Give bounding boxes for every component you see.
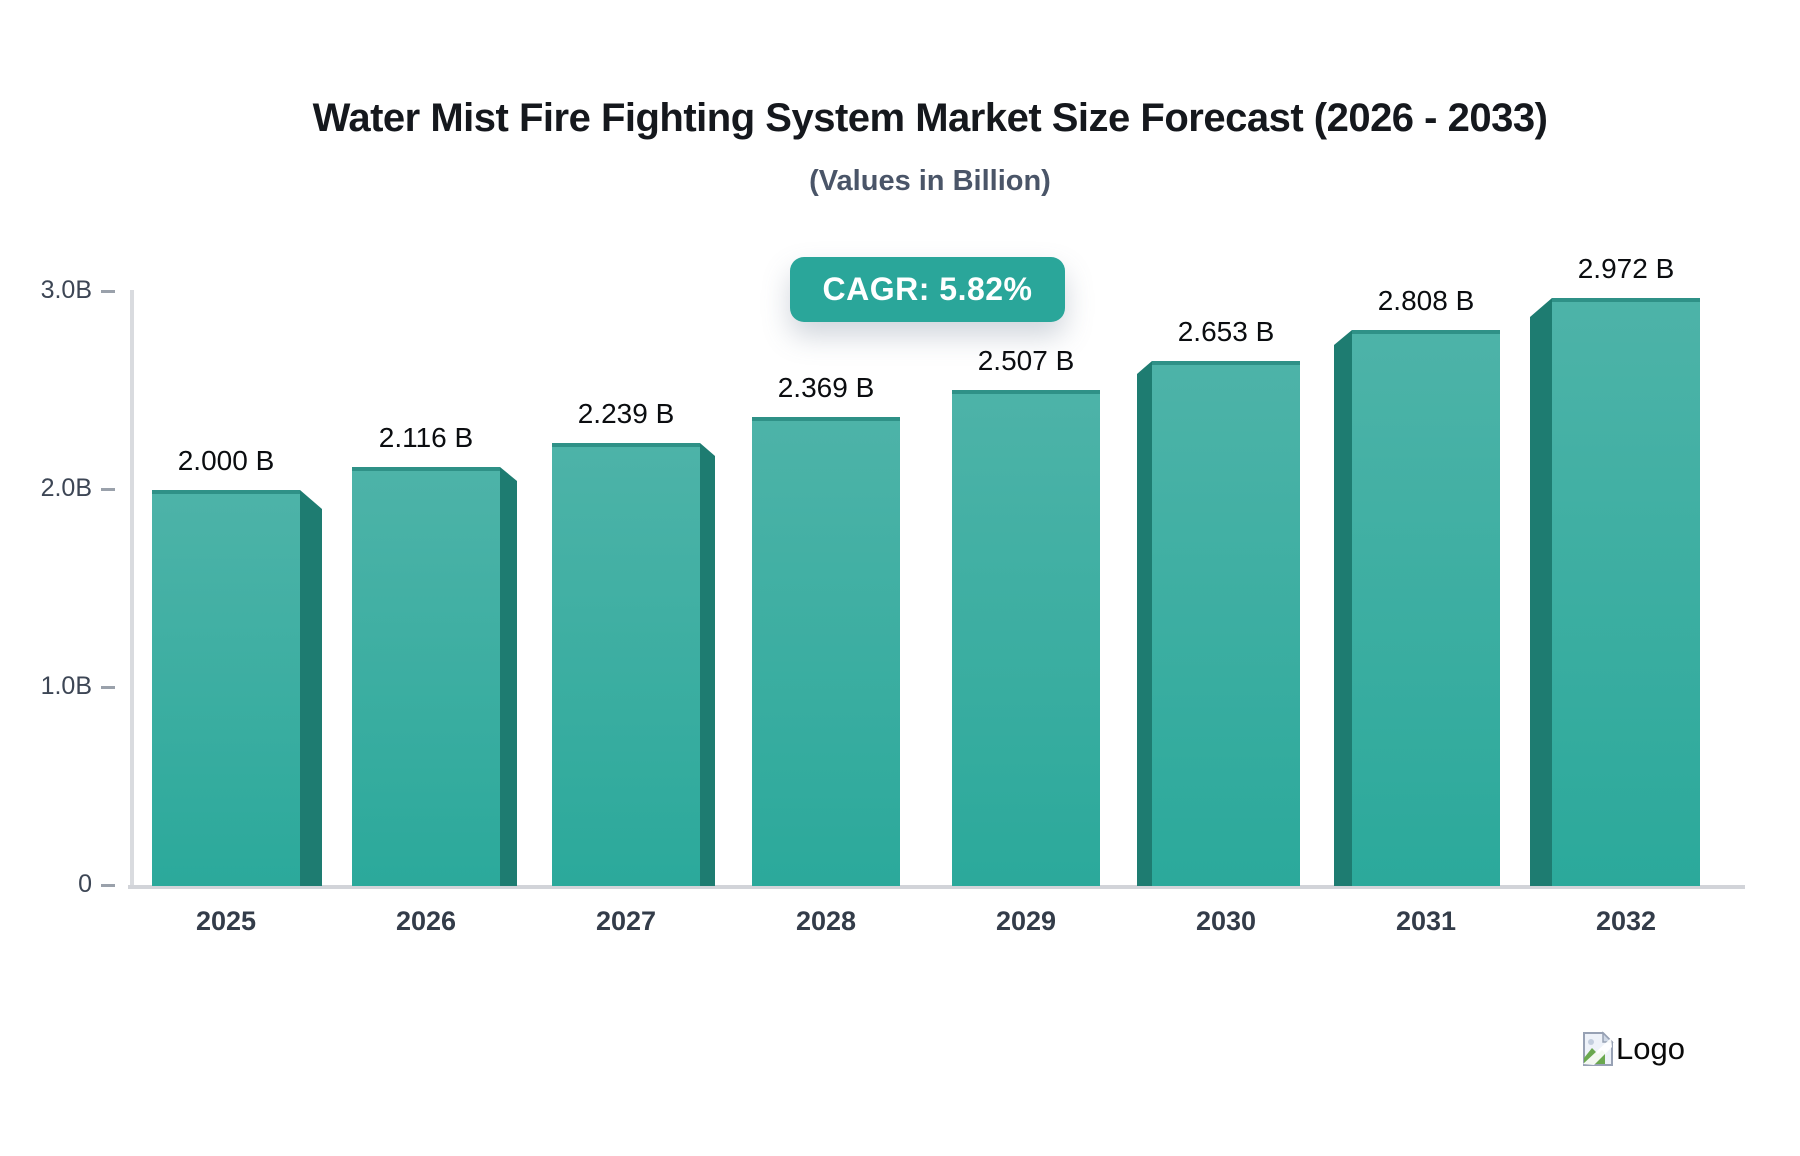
- x-axis-label: 2030: [1195, 906, 1257, 936]
- cagr-badge: CAGR: 5.82%: [790, 257, 1065, 322]
- bar-face: [1552, 298, 1700, 886]
- broken-image-icon: [1583, 1031, 1614, 1066]
- y-tick-mark: [101, 686, 115, 689]
- y-tick-mark: [101, 884, 115, 887]
- chart-title: Water Mist Fire Fighting System Market S…: [312, 96, 1548, 140]
- x-axis-label: 2029: [995, 906, 1057, 936]
- bar-2025: [152, 490, 322, 886]
- x-axis-label: 2031: [1395, 906, 1457, 936]
- bar-face: [152, 490, 300, 886]
- bar-2032: [1530, 298, 1700, 886]
- bar-value-label: 2.369 B: [777, 372, 875, 403]
- bar-3d-side: [1137, 361, 1152, 886]
- y-tick-label: 1.0B: [40, 672, 92, 700]
- x-axis-label: 2027: [595, 906, 657, 936]
- bar-value-label: 2.116 B: [378, 422, 474, 453]
- bar-value-label: 2.808 B: [1377, 285, 1475, 316]
- bar-face: [552, 443, 700, 886]
- bar-value-label: 2.972 B: [1577, 253, 1675, 284]
- bar-face: [952, 390, 1100, 886]
- bar-3d-side: [700, 443, 715, 886]
- y-tick-mark: [101, 488, 115, 491]
- chart-subtitle: (Values in Billion): [809, 165, 1051, 197]
- bar-value-label: 2.653 B: [1177, 316, 1275, 347]
- bar-3d-side: [1530, 298, 1552, 886]
- y-axis-line: [130, 290, 134, 889]
- bar-2028: [752, 417, 900, 886]
- bar-3d-side: [1334, 330, 1352, 886]
- bar-2026: [352, 467, 517, 886]
- bar-face: [752, 417, 900, 886]
- bar-2030: [1137, 361, 1300, 886]
- bar-3d-side: [500, 467, 517, 886]
- x-axis-line: [128, 885, 1745, 889]
- y-tick-label: 0: [78, 870, 92, 898]
- y-tick-label: 3.0B: [40, 276, 92, 304]
- bar-face: [1152, 361, 1300, 886]
- bar-2027: [552, 443, 715, 886]
- bar-3d-side: [300, 490, 322, 886]
- logo-text: Logo: [1616, 1031, 1685, 1066]
- x-axis-label: 2025: [195, 906, 257, 936]
- bar-2029: [952, 390, 1100, 886]
- bar-2031: [1334, 330, 1500, 886]
- y-tick-label: 2.0B: [40, 474, 92, 502]
- y-tick-mark: [101, 290, 115, 293]
- bar-value-label: 2.000 B: [177, 445, 275, 476]
- x-axis-label: 2028: [795, 906, 857, 936]
- x-axis-label: 2026: [395, 906, 457, 936]
- x-axis-label: 2032: [1595, 906, 1657, 936]
- bar-value-label: 2.507 B: [977, 345, 1075, 376]
- logo: Logo: [1581, 1031, 1685, 1067]
- bar-face: [1352, 330, 1500, 886]
- bar-face: [352, 467, 500, 886]
- bar-value-label: 2.239 B: [577, 398, 675, 429]
